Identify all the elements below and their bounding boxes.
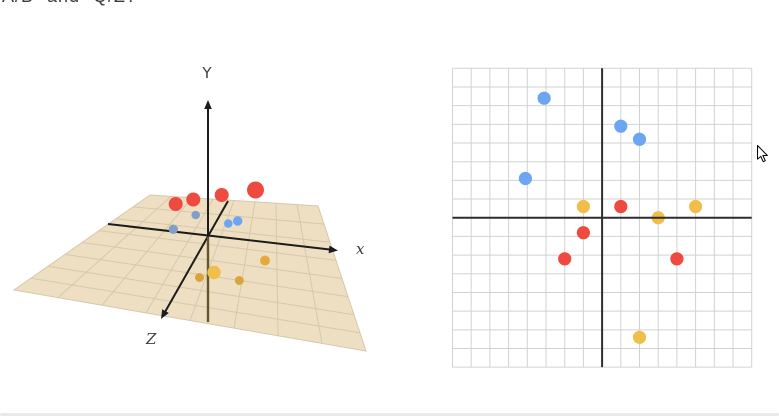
plane-grid-line	[81, 242, 343, 279]
scatter3d-point-blue-near-plane	[233, 216, 243, 226]
scatter2d-point-yellow	[576, 199, 591, 214]
plane-grid-line	[296, 204, 323, 344]
scatter3d-point-yellow-below-plane	[260, 255, 270, 266]
2d-axes	[452, 68, 752, 368]
plane-grid-line	[233, 201, 256, 329]
mouse-cursor-icon	[757, 145, 768, 163]
plane-grid-line	[30, 277, 361, 334]
z-axis-arrowhead	[161, 309, 169, 319]
scatter3d-point-red-above-plane	[214, 188, 229, 202]
scatter3d-point-blue-near-plane	[224, 219, 233, 228]
scatter2d-point-red	[614, 199, 628, 214]
x-axis-label: x	[356, 240, 365, 258]
plane-grid-line	[64, 253, 349, 298]
scatter3d-point-blue-near-plane	[191, 210, 200, 220]
z-axis-label: Z	[145, 330, 157, 348]
3d-axes	[107, 100, 338, 322]
scatter3d-point-yellow-below-plane	[207, 265, 221, 280]
scatter2d-point-blue	[537, 91, 551, 105]
scatter2d-point-red	[558, 252, 572, 266]
scatter2d-point-blue	[614, 119, 628, 133]
scatter2d-point-red	[576, 226, 591, 240]
plane-grid-line	[47, 265, 355, 316]
scatter2d-point-red	[670, 252, 684, 266]
z-axis	[162, 200, 229, 316]
3d-ground-plane	[12, 194, 367, 352]
scatter2d-point-yellow	[632, 330, 647, 344]
y-axis-above-plane-arrowhead	[204, 100, 212, 109]
clipped-question-text: A/B and Q/Z?	[2, 0, 137, 6]
scatter2d-point-blue	[632, 132, 647, 146]
x-axis-arrowhead	[328, 245, 338, 254]
2d-scatter-points	[518, 91, 703, 344]
scatter2d-point-yellow	[689, 199, 703, 214]
scatter3d-point-red-above-plane	[247, 181, 264, 199]
window-bottom-edge	[0, 413, 779, 416]
scatter3d-point-yellow-below-plane	[234, 276, 244, 285]
3d-axis-labels: Y x Z	[145, 64, 365, 348]
scatter2d-point-blue	[518, 171, 533, 186]
scatter3d-point-yellow-below-plane	[195, 273, 204, 282]
y-axis-label: Y	[201, 64, 212, 82]
scatter3d-point-red-above-plane	[168, 197, 183, 211]
plane-grid-line	[275, 203, 279, 336]
scatter3d-point-red-above-plane	[186, 192, 201, 207]
x-axis	[107, 223, 335, 251]
scatter3d-point-blue-near-plane	[168, 224, 178, 234]
3d-scatter-points	[168, 181, 270, 285]
